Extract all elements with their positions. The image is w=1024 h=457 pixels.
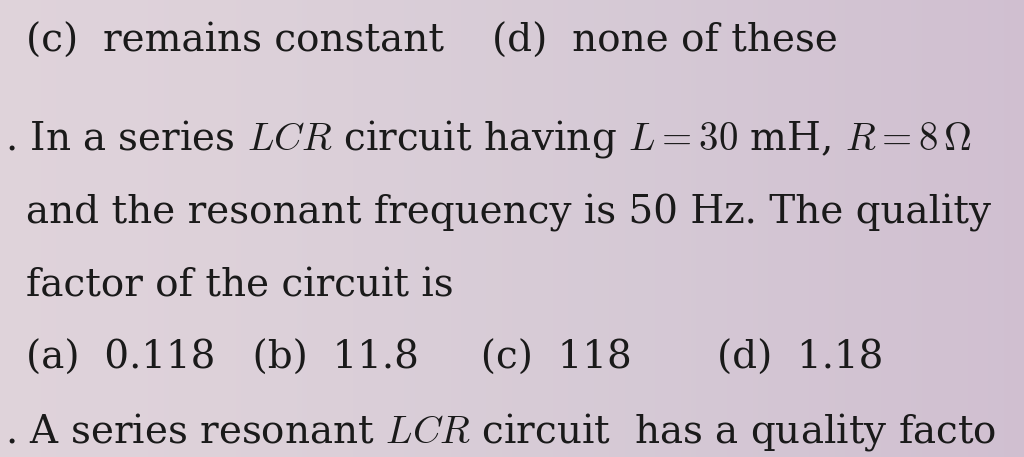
Text: . A series resonant $\mathit{LCR}$ circuit  has a quality facto: . A series resonant $\mathit{LCR}$ circu… xyxy=(5,411,996,453)
Text: (c)  remains constant: (c) remains constant xyxy=(26,23,443,59)
Text: (d)  1.18: (d) 1.18 xyxy=(717,340,883,377)
Text: and the resonant frequency is 50 Hz. The quality: and the resonant frequency is 50 Hz. The… xyxy=(26,193,990,232)
Text: factor of the circuit is: factor of the circuit is xyxy=(26,267,454,304)
Text: (d)  none of these: (d) none of these xyxy=(492,23,838,59)
Text: (a)  0.118   (b)  11.8     (c)  118: (a) 0.118 (b) 11.8 (c) 118 xyxy=(26,340,632,377)
Text: . In a series $\mathit{LCR}$ circuit having $L = 30$ mH, $R = 8\,\Omega$: . In a series $\mathit{LCR}$ circuit hav… xyxy=(5,118,972,160)
